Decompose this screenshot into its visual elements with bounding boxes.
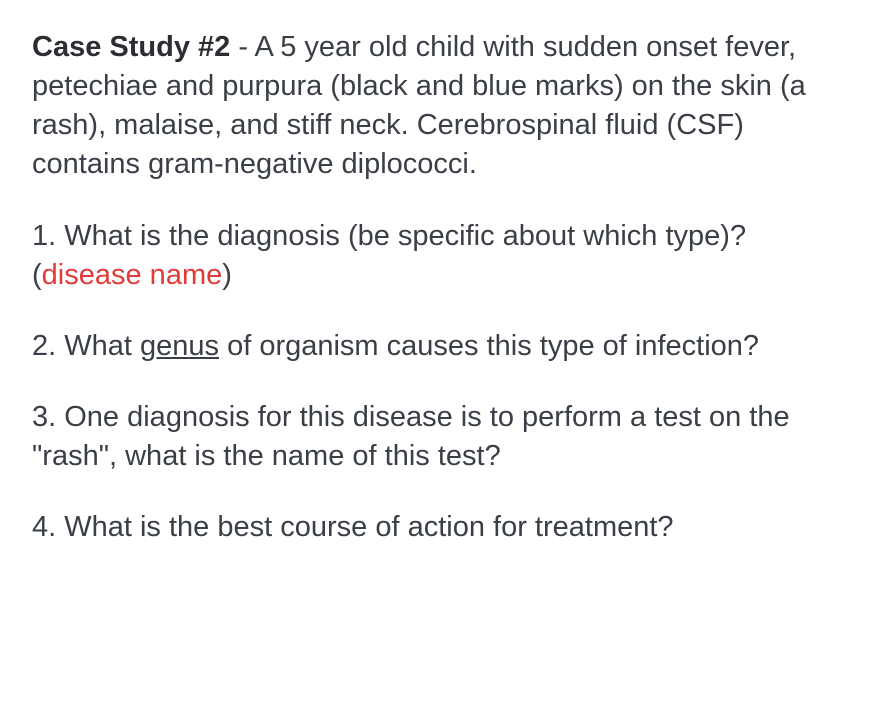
question-2-underlined: genus bbox=[140, 330, 219, 362]
case-title: Case Study #2 bbox=[32, 31, 230, 63]
question-1: 1. What is the diagnosis (be specific ab… bbox=[32, 217, 843, 295]
case-separator: - bbox=[230, 31, 254, 63]
case-intro: Case Study #2 - A 5 year old child with … bbox=[32, 28, 843, 185]
question-2-prefix: 2. What bbox=[32, 330, 140, 362]
question-2-suffix: of organism causes this type of infectio… bbox=[219, 330, 759, 362]
question-4: 4. What is the best course of action for… bbox=[32, 508, 843, 547]
question-1-suffix: ) bbox=[222, 259, 232, 291]
question-1-highlight: disease name bbox=[42, 259, 223, 291]
question-3: 3. One diagnosis for this disease is to … bbox=[32, 398, 843, 476]
question-4-text: 4. What is the best course of action for… bbox=[32, 511, 674, 543]
question-2: 2. What genus of organism causes this ty… bbox=[32, 327, 843, 366]
question-3-text: 3. One diagnosis for this disease is to … bbox=[32, 401, 790, 472]
